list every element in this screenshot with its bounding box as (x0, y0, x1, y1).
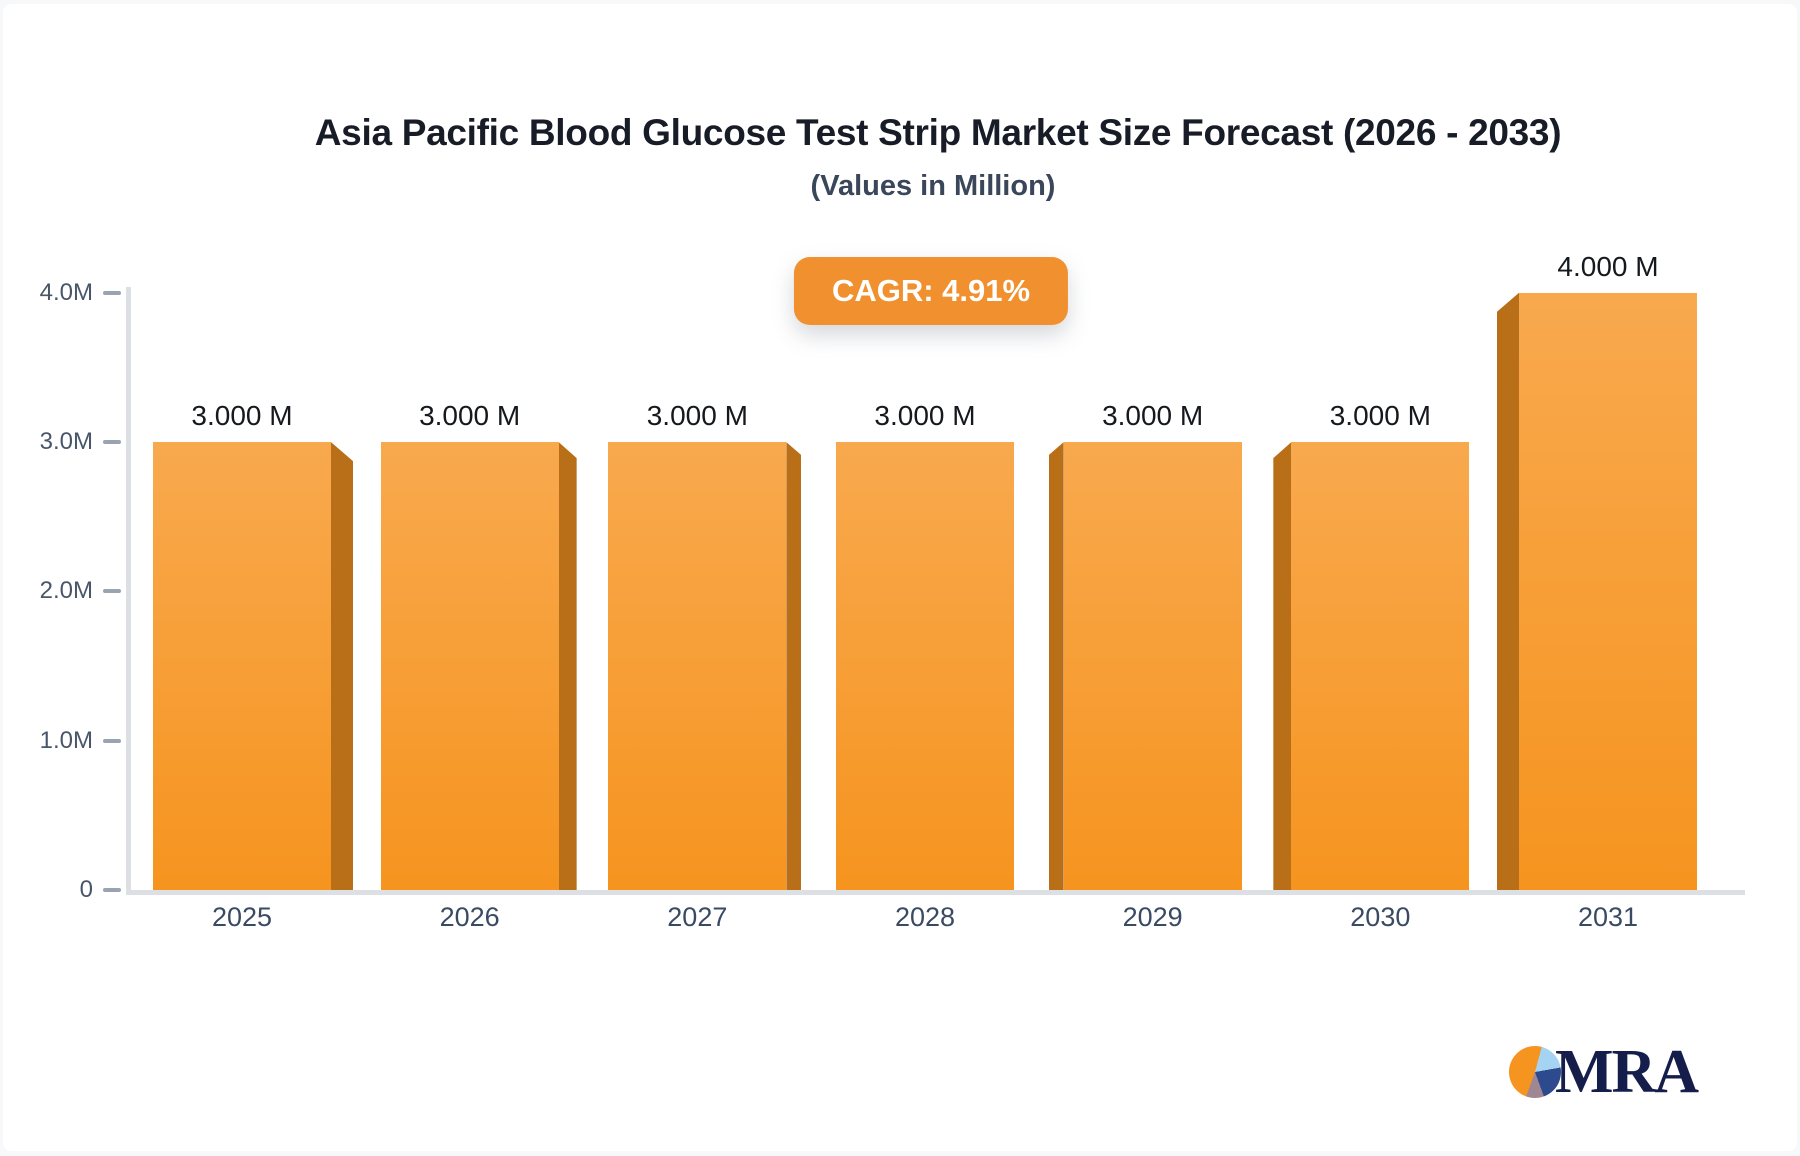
bar-face-2028 (836, 442, 1014, 890)
bar-chart-plot: 0 1.0M 2.0M 3.0M 4.0M 3.000 M 2025 3.000 M 2026 3… (3, 4, 1797, 1151)
bar-side-2026 (558, 442, 577, 890)
bar-face-2026 (380, 442, 559, 890)
bar-face-2029 (1063, 442, 1242, 890)
chart-card: Asia Pacific Blood Glucose Test Strip Ma… (3, 4, 1797, 1151)
chart-subtitle: (Values in Million) (810, 170, 1056, 202)
x-axis-line (126, 890, 1745, 895)
brand-logo: MRA (1509, 1038, 1699, 1106)
y-tick-dash (103, 290, 121, 295)
bar-side-2030 (1273, 442, 1292, 890)
bar-value-label: 3.000 M (874, 400, 976, 432)
y-tick-label: 4.0M (39, 278, 93, 306)
bar-value-label: 3.000 M (191, 400, 293, 432)
x-category-label: 2031 (1577, 902, 1639, 932)
bar-face-2025 (153, 442, 331, 890)
logo-text: MRA (1555, 1038, 1699, 1106)
y-tick-label: 0 (79, 876, 93, 903)
bar-side-2025 (331, 442, 353, 890)
chart-title: Asia Pacific Blood Glucose Test Strip Ma… (314, 112, 1562, 153)
logo-pie-icon (1509, 1046, 1561, 1098)
bar-value-label: 3.000 M (419, 400, 521, 432)
y-tick-label: 3.0M (39, 428, 93, 456)
x-category-label: 2029 (1122, 902, 1183, 932)
y-tick-dash (103, 888, 121, 892)
y-tick-dash (103, 589, 121, 594)
bar-face-2027 (608, 442, 787, 890)
bar-value-label: 3.000 M (1329, 400, 1431, 432)
y-tick-label: 2.0M (39, 577, 93, 605)
bar-face-2031 (1519, 292, 1697, 890)
x-category-label: 2028 (894, 902, 956, 932)
x-category-label: 2030 (1350, 902, 1411, 932)
x-category-label: 2027 (667, 902, 728, 932)
bar-side-2029 (1048, 442, 1064, 890)
y-axis-line (126, 287, 131, 895)
cagr-badge-label: CAGR: 4.91% (831, 273, 1031, 308)
bar-side-2031 (1497, 292, 1519, 890)
y-tick-label: 1.0M (39, 726, 93, 754)
bar-side-2027 (786, 442, 802, 890)
x-category-label: 2026 (439, 902, 500, 932)
bar-value-label: 4.000 M (1557, 250, 1659, 282)
y-tick-dash (103, 440, 121, 445)
y-tick-dash (103, 738, 121, 743)
bar-value-label: 3.000 M (646, 400, 748, 432)
bar-value-label: 3.000 M (1102, 400, 1204, 432)
bar-face-2030 (1291, 442, 1470, 890)
cagr-badge: CAGR: 4.91% (793, 257, 1069, 325)
x-category-label: 2025 (211, 902, 273, 932)
